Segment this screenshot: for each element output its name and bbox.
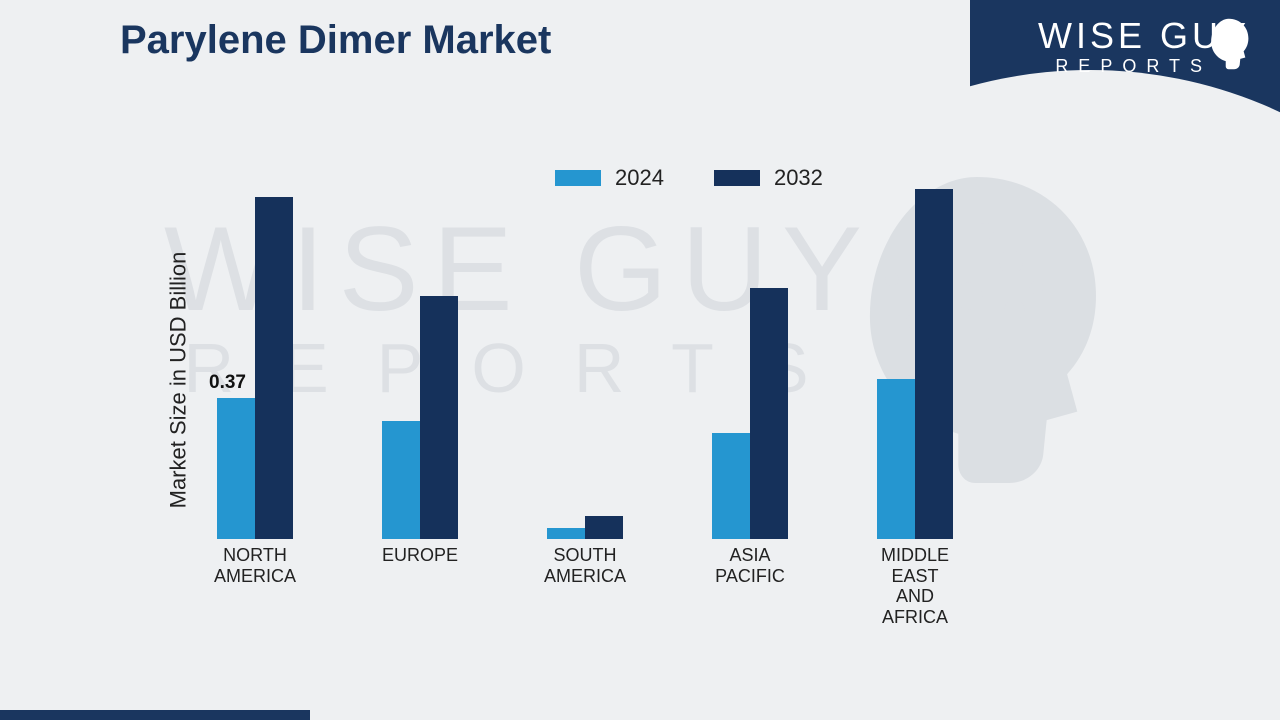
bar-2024 <box>712 433 750 539</box>
bar-group <box>180 197 330 539</box>
chart-area: Market Size in USD Billion NORTHAMERICA0… <box>60 160 960 600</box>
category-label: MIDDLEEASTANDAFRICA <box>840 545 990 628</box>
chart-plot: NORTHAMERICA0.37EUROPESOUTHAMERICAASIAPA… <box>130 160 960 540</box>
bar-2024 <box>382 421 420 539</box>
bar-group <box>510 516 660 539</box>
page-root: WISE GUY REPORTS Parylene Dimer Market W… <box>0 0 1280 720</box>
bar-2024 <box>217 398 255 539</box>
brand-logo-sub: REPORTS <box>990 56 1212 77</box>
bar-2032 <box>585 516 623 539</box>
chart-title: Parylene Dimer Market <box>120 18 551 63</box>
bar-2024 <box>877 379 915 539</box>
bottom-accent-strip <box>0 710 310 720</box>
bar-2032 <box>750 288 788 539</box>
bar-2032 <box>255 197 293 539</box>
brand-logo: WISE GUY REPORTS <box>990 18 1250 77</box>
bar-2024 <box>547 528 585 539</box>
bar-group <box>675 288 825 539</box>
category-label: EUROPE <box>345 545 495 566</box>
brand-head-icon <box>1198 16 1254 72</box>
category-label: ASIAPACIFIC <box>675 545 825 586</box>
category-label: SOUTHAMERICA <box>510 545 660 586</box>
bar-2032 <box>420 296 458 539</box>
bar-group <box>840 189 990 539</box>
bar-value-label: 0.37 <box>209 372 246 394</box>
category-label: NORTHAMERICA <box>180 545 330 586</box>
bar-group <box>345 296 495 539</box>
bar-2032 <box>915 189 953 539</box>
